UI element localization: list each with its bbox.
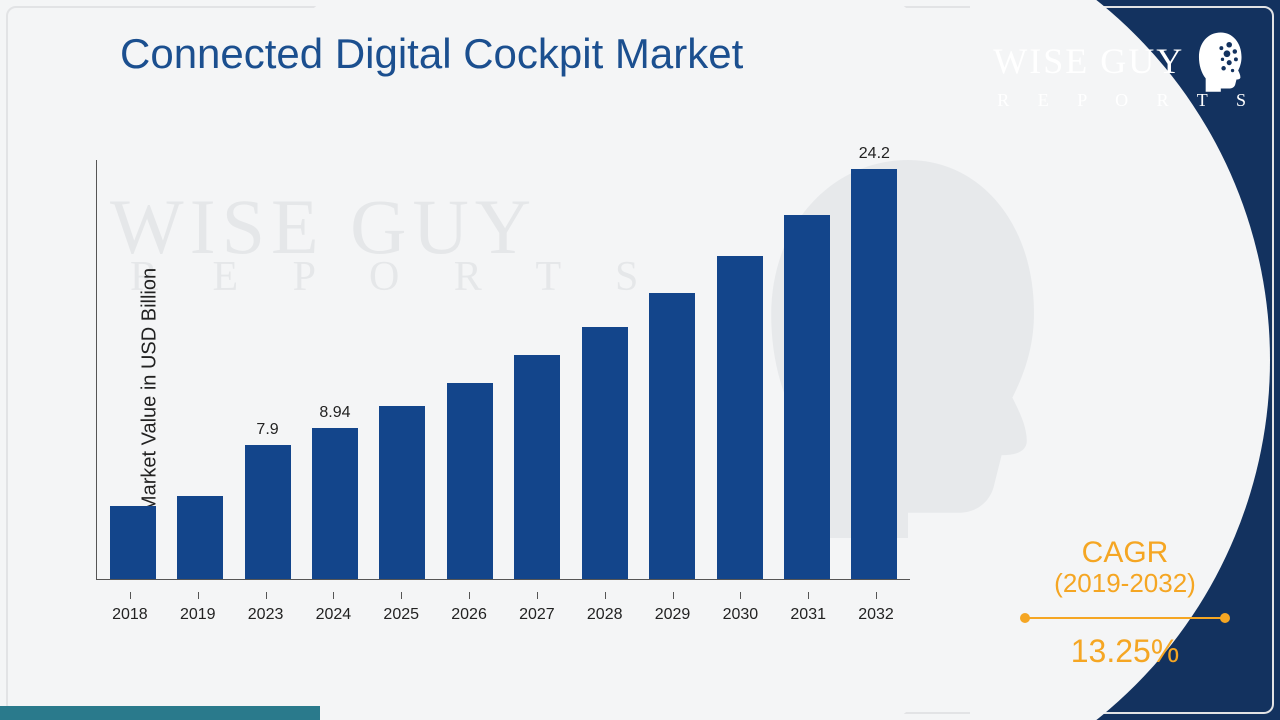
page-root: WISE GUY R E P O R T S Connected Digital… <box>0 0 1280 720</box>
bar-slot <box>638 160 705 579</box>
bottom-accent-strip <box>0 706 320 720</box>
bars-container: 7.9 8.94 24.2 <box>97 160 910 579</box>
cagr-box: CAGR (2019-2032) 13.25% <box>1000 536 1250 670</box>
bar <box>514 355 560 579</box>
bar <box>245 445 291 579</box>
cagr-range: (2019-2032) <box>1000 568 1250 599</box>
x-tick-label: 2029 <box>639 592 707 624</box>
plot-area: 7.9 8.94 24.2 <box>96 160 910 580</box>
cagr-label: CAGR <box>1000 536 1250 570</box>
bar-slot <box>99 160 166 579</box>
bar-slot <box>571 160 638 579</box>
brand-line2: R E P O R T S <box>997 90 1258 111</box>
bar <box>312 428 358 579</box>
bar <box>851 169 897 579</box>
x-axis-ticks: 2018201920232024202520262027202820292030… <box>96 592 910 624</box>
cagr-value: 13.25% <box>1000 633 1250 670</box>
bar-value-label: 7.9 <box>256 421 278 439</box>
bar-slot <box>369 160 436 579</box>
bar-value-label: 24.2 <box>859 145 890 163</box>
x-tick-label: 2019 <box>164 592 232 624</box>
chart-title: Connected Digital Cockpit Market <box>120 30 743 78</box>
x-tick-label: 2027 <box>503 592 571 624</box>
bar <box>379 406 425 579</box>
x-tick-label: 2018 <box>96 592 164 624</box>
bar <box>582 327 628 579</box>
bar-slot: 24.2 <box>841 160 908 579</box>
x-tick-label: 2023 <box>232 592 300 624</box>
bar-slot <box>706 160 773 579</box>
bar-chart: Market Value in USD Billion 7.98.9424.2 … <box>80 160 910 620</box>
bar-slot: 7.9 <box>234 160 301 579</box>
bar <box>784 215 830 579</box>
bar <box>110 506 156 579</box>
bar <box>649 293 695 579</box>
x-tick-label: 2024 <box>299 592 367 624</box>
x-tick-label: 2028 <box>571 592 639 624</box>
x-tick-label: 2025 <box>367 592 435 624</box>
bar-slot: 8.94 <box>301 160 368 579</box>
brand-logo: WISE GUY R E P O R T S <box>993 30 1258 111</box>
bar-slot <box>436 160 503 579</box>
bar-value-label: 8.94 <box>319 404 350 422</box>
brand-line1: WISE GUY <box>993 43 1184 79</box>
x-tick-label: 2030 <box>706 592 774 624</box>
bar-slot <box>504 160 571 579</box>
bar <box>717 256 763 579</box>
bar <box>447 383 493 579</box>
x-tick-label: 2026 <box>435 592 503 624</box>
bar-slot <box>166 160 233 579</box>
bar-slot <box>773 160 840 579</box>
x-tick-label: 2032 <box>842 592 910 624</box>
x-tick-label: 2031 <box>774 592 842 624</box>
cagr-divider <box>1025 617 1225 619</box>
bar <box>177 496 223 579</box>
brand-head-icon <box>1190 30 1246 92</box>
